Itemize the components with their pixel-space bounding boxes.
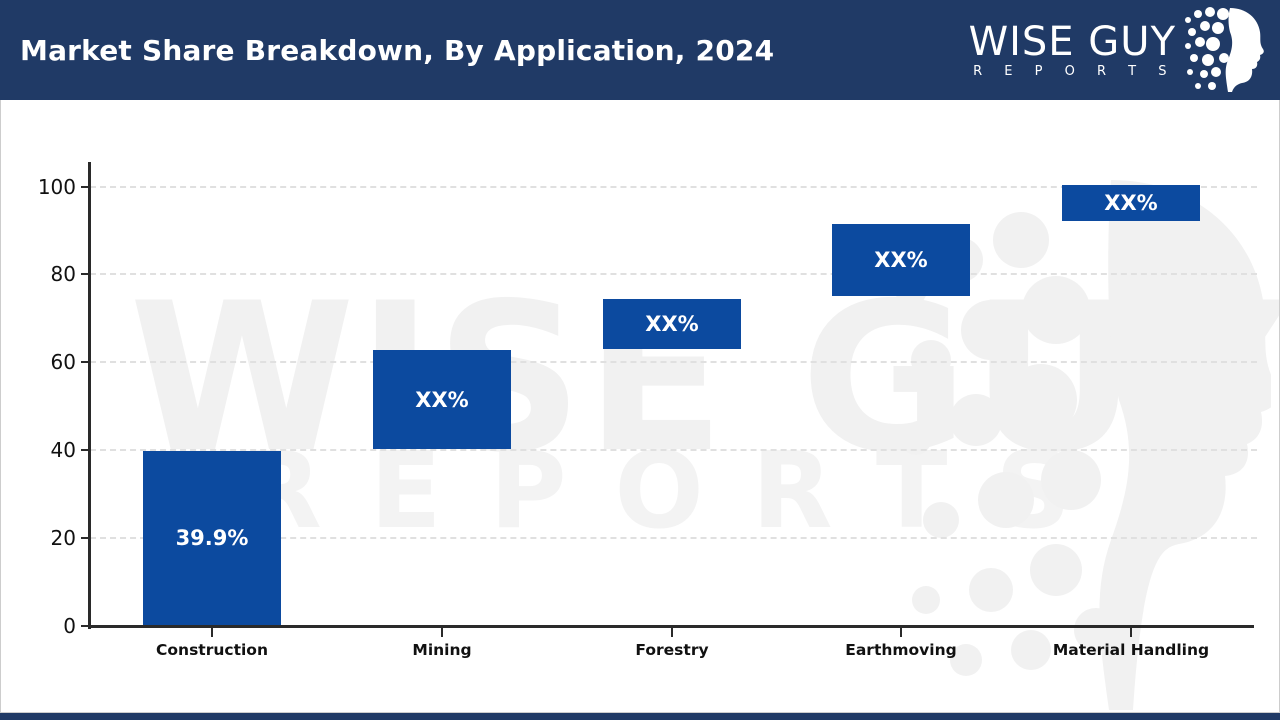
bar-mining: XX% bbox=[373, 350, 511, 449]
wise-guy-reports-logo: WISE GUY R E P O R T S bbox=[969, 6, 1280, 94]
logo-face-icon bbox=[1185, 7, 1264, 92]
bar-forestry: XX% bbox=[603, 298, 741, 350]
y-tick-mark bbox=[81, 537, 90, 540]
y-tick-label: 0 bbox=[63, 614, 76, 638]
bar-earthmoving: XX% bbox=[832, 223, 970, 296]
bar-label-construction: 39.9% bbox=[175, 526, 249, 551]
y-tick-label: 80 bbox=[50, 262, 76, 287]
bar-construction: 39.9% bbox=[143, 450, 281, 626]
gridline-60 bbox=[90, 361, 1257, 364]
watermark-face-graphic bbox=[895, 180, 1271, 710]
x-tick-mark bbox=[211, 628, 213, 637]
header-bar: Market Share Breakdown, By Application, … bbox=[0, 0, 1280, 100]
y-tick-mark bbox=[81, 449, 90, 452]
y-tick-label: 40 bbox=[50, 438, 76, 463]
logo-wordmark: WISE GUY bbox=[968, 18, 1176, 65]
y-tick-label: 20 bbox=[50, 526, 76, 551]
x-tick-mark bbox=[441, 628, 443, 637]
gridline-40 bbox=[90, 449, 1257, 452]
y-axis bbox=[88, 162, 91, 629]
y-tick-mark bbox=[81, 361, 90, 364]
y-tick-label: 100 bbox=[37, 174, 76, 199]
bar-material-handling: XX% bbox=[1062, 184, 1200, 222]
y-tick-mark bbox=[81, 625, 90, 627]
x-tick-mark bbox=[900, 628, 902, 637]
logo-subtitle: R E P O R T S bbox=[973, 63, 1176, 79]
x-tick-mark bbox=[671, 628, 673, 637]
x-category-label-forestry: Forestry bbox=[635, 641, 709, 659]
y-tick-mark bbox=[81, 273, 90, 276]
x-category-label-construction: Construction bbox=[156, 641, 268, 659]
y-tick-label: 60 bbox=[50, 350, 76, 375]
bar-label-material-handling: XX% bbox=[1104, 190, 1158, 215]
x-category-label-earthmoving: Earthmoving bbox=[845, 641, 957, 659]
logo-text: WISE GUY R E P O R T S bbox=[969, 22, 1176, 79]
bar-label-earthmoving: XX% bbox=[874, 247, 928, 272]
x-axis bbox=[88, 625, 1254, 628]
chart-canvas: WISE GUY REPORTS 0 20 40 60 80 100 39.9% Constr… bbox=[0, 100, 1280, 713]
bar-label-forestry: XX% bbox=[645, 311, 699, 336]
page-title: Market Share Breakdown, By Application, … bbox=[20, 33, 775, 67]
gridline-100 bbox=[90, 185, 1257, 188]
footer-accent-bar bbox=[0, 713, 1280, 720]
y-tick-mark bbox=[81, 185, 90, 188]
x-category-label-mining: Mining bbox=[412, 641, 472, 659]
gridline-80 bbox=[90, 273, 1257, 276]
gridline-20 bbox=[90, 537, 1257, 540]
x-category-label-material-handling: Material Handling bbox=[1052, 641, 1210, 659]
bar-label-mining: XX% bbox=[415, 387, 469, 412]
x-tick-mark bbox=[1130, 628, 1132, 637]
